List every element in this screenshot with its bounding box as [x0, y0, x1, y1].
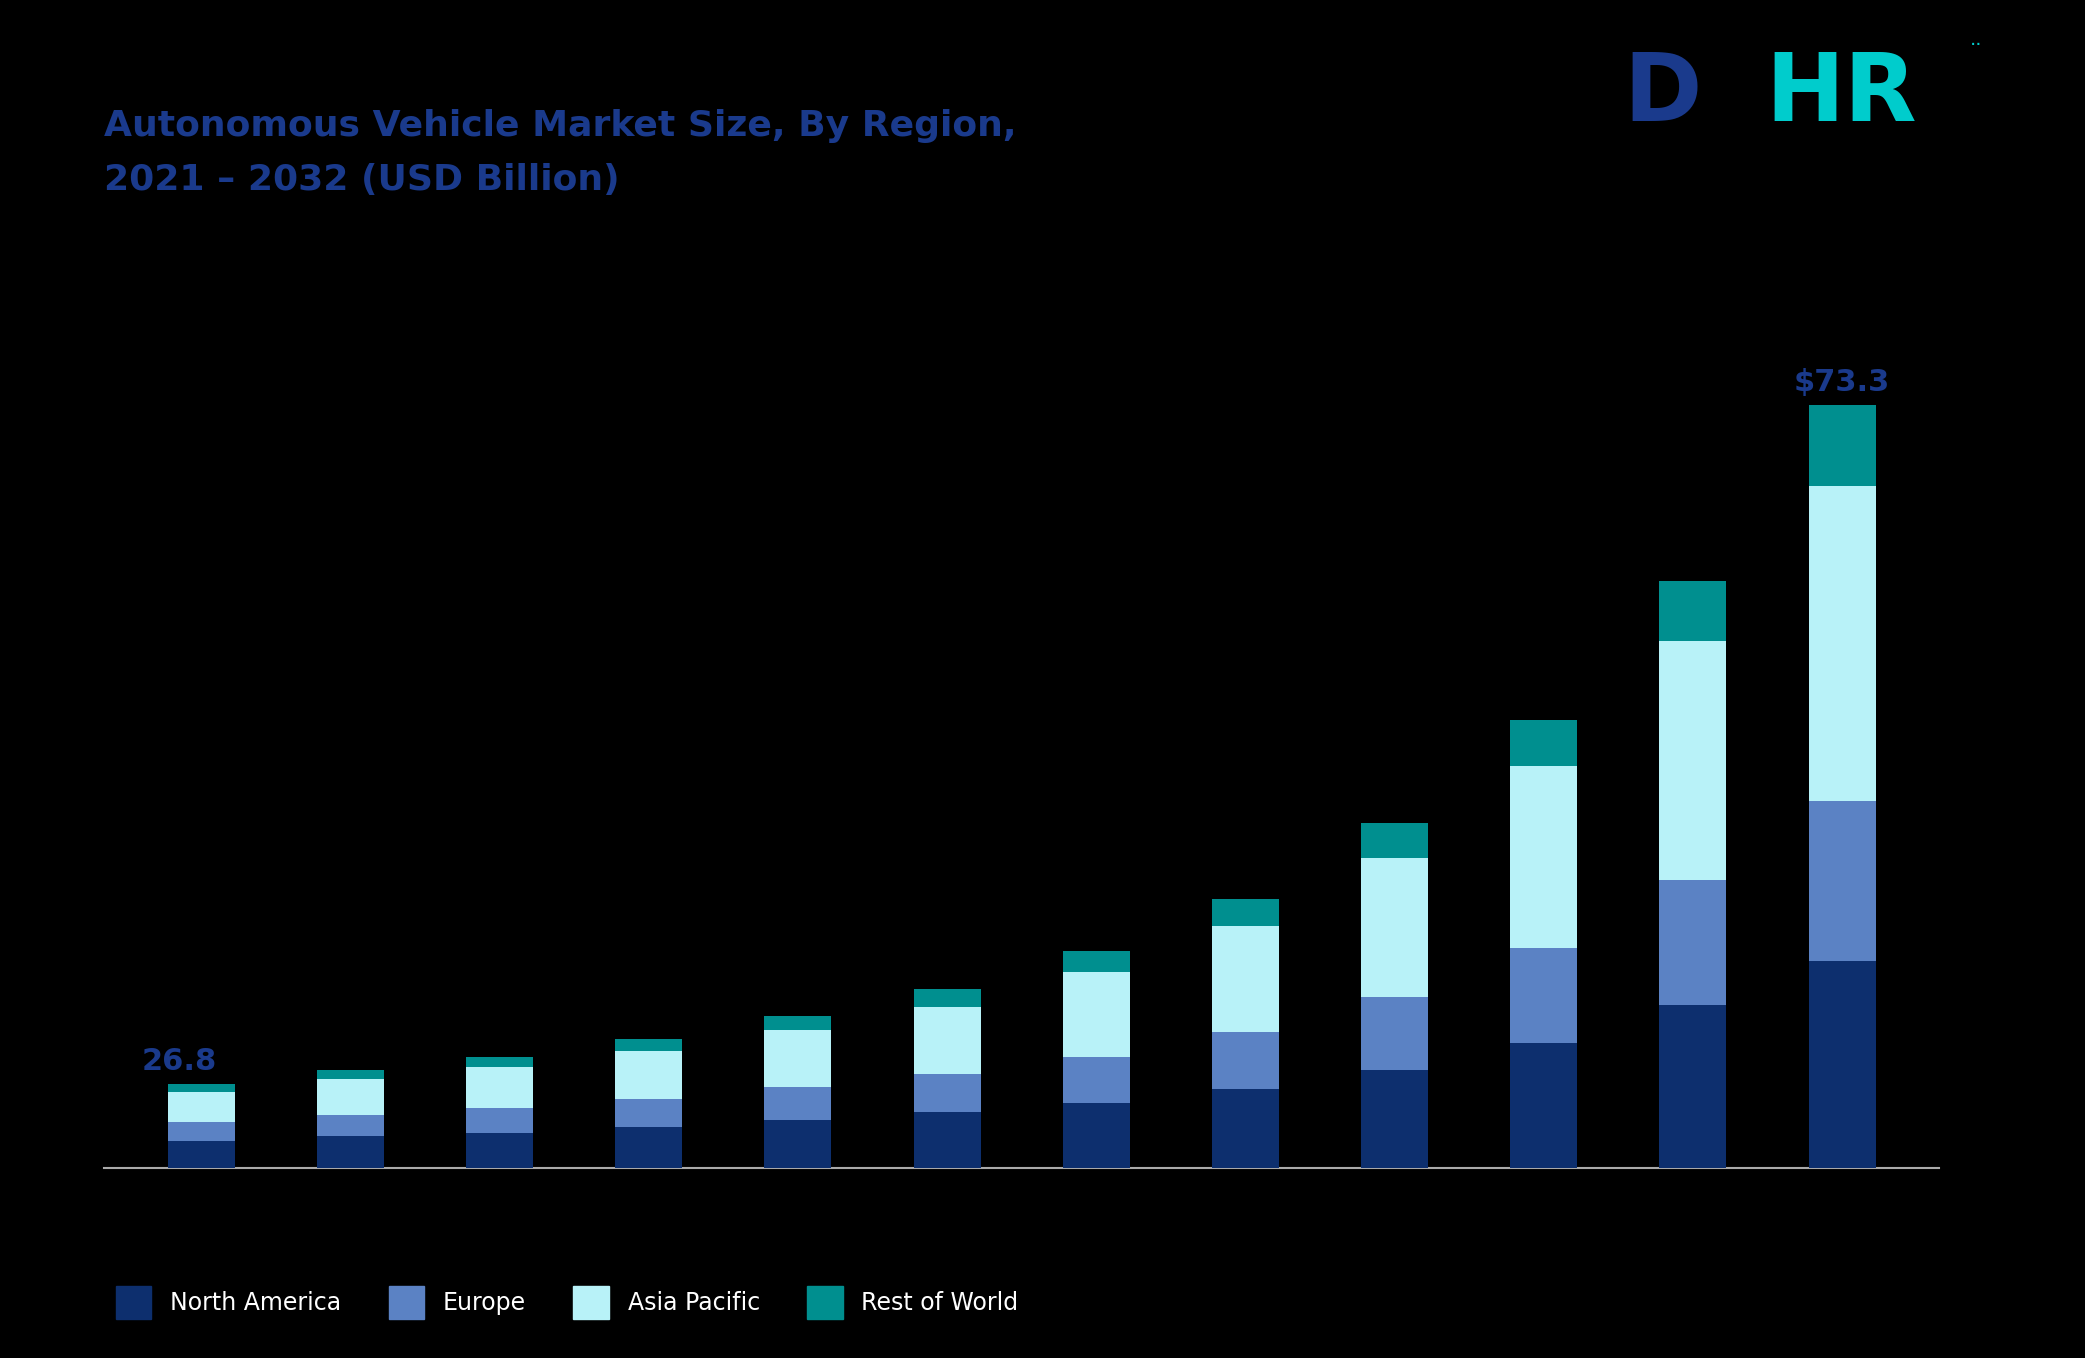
Bar: [1362, 858, 1428, 997]
Bar: [1063, 1103, 1130, 1168]
Bar: [167, 1141, 236, 1168]
Text: $73.3: $73.3: [1793, 368, 1891, 397]
Bar: [615, 1127, 682, 1168]
Bar: [317, 1137, 384, 1168]
Bar: [167, 1084, 236, 1092]
Bar: [1211, 1089, 1278, 1168]
Bar: [1510, 948, 1578, 1043]
Text: HR: HR: [1766, 49, 1918, 141]
Bar: [167, 1092, 236, 1122]
Bar: [615, 1099, 682, 1127]
Bar: [913, 1112, 980, 1168]
Bar: [1362, 1070, 1428, 1168]
Bar: [1211, 926, 1278, 1032]
Bar: [1211, 1032, 1278, 1089]
Bar: [1510, 720, 1578, 766]
Bar: [1660, 581, 1726, 641]
Bar: [1660, 641, 1726, 880]
Bar: [1808, 405, 1876, 486]
Bar: [765, 1016, 832, 1031]
Bar: [1660, 1005, 1726, 1168]
Bar: [465, 1067, 534, 1108]
Bar: [913, 1074, 980, 1112]
Bar: [1063, 1057, 1130, 1103]
Text: 2021 – 2032 (USD Billion): 2021 – 2032 (USD Billion): [104, 163, 619, 197]
Bar: [615, 1039, 682, 1051]
Bar: [167, 1122, 236, 1141]
Bar: [465, 1133, 534, 1168]
Bar: [913, 1006, 980, 1074]
Bar: [1211, 899, 1278, 926]
Bar: [465, 1108, 534, 1133]
Bar: [1660, 880, 1726, 1005]
Bar: [317, 1115, 384, 1137]
Bar: [1063, 951, 1130, 972]
Legend: North America, Europe, Asia Pacific, Rest of World: North America, Europe, Asia Pacific, Res…: [117, 1286, 1020, 1319]
Bar: [913, 989, 980, 1006]
Text: ··: ··: [1970, 35, 1983, 54]
Text: Autonomous Vehicle Market Size, By Region,: Autonomous Vehicle Market Size, By Regio…: [104, 109, 1017, 143]
Bar: [1510, 1043, 1578, 1168]
Bar: [765, 1120, 832, 1168]
Bar: [1510, 766, 1578, 948]
Bar: [765, 1031, 832, 1088]
Bar: [1808, 801, 1876, 961]
Bar: [765, 1088, 832, 1120]
Bar: [615, 1051, 682, 1099]
Bar: [1808, 486, 1876, 801]
Text: 26.8: 26.8: [142, 1047, 217, 1076]
Bar: [1362, 823, 1428, 858]
Bar: [1063, 972, 1130, 1057]
Bar: [317, 1080, 384, 1115]
Bar: [1362, 997, 1428, 1070]
Text: D: D: [1622, 49, 1701, 141]
Bar: [465, 1057, 534, 1067]
Bar: [1808, 961, 1876, 1168]
Bar: [317, 1070, 384, 1080]
